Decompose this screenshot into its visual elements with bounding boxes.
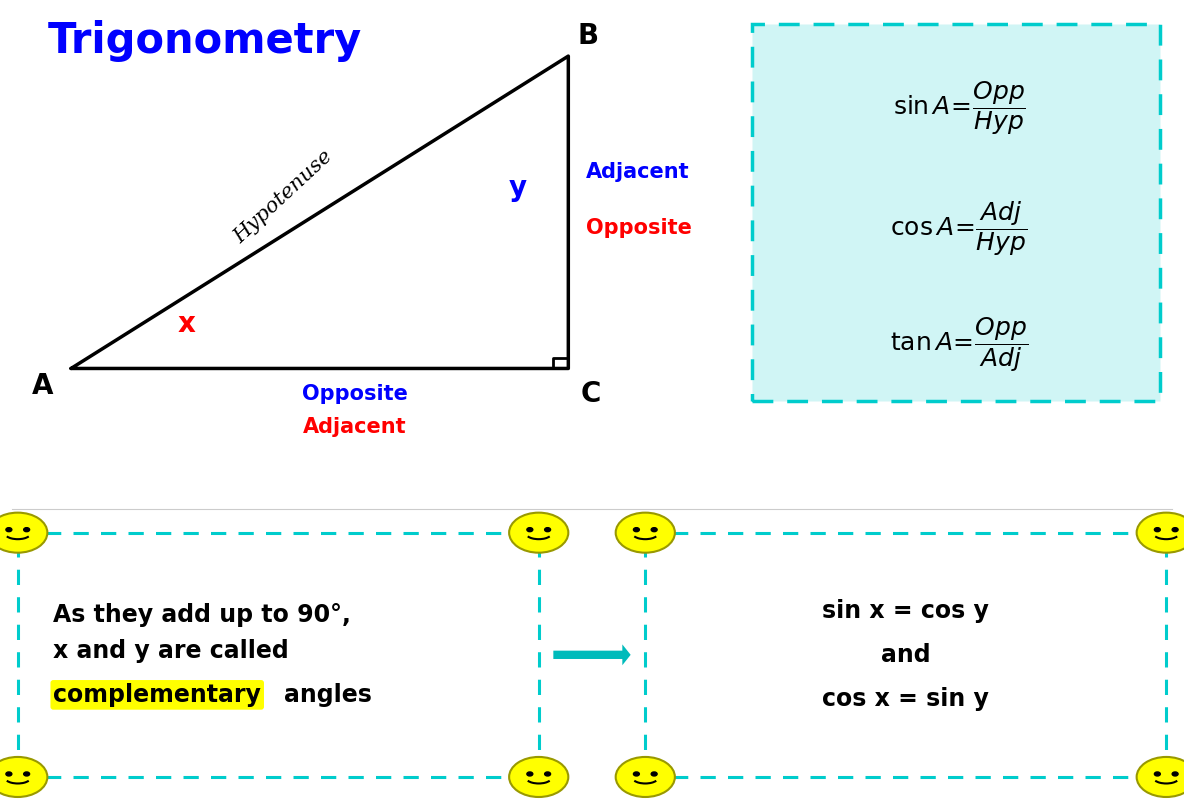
Text: angles: angles bbox=[284, 683, 372, 706]
Circle shape bbox=[24, 528, 30, 532]
Circle shape bbox=[527, 528, 533, 532]
Circle shape bbox=[545, 528, 551, 532]
Circle shape bbox=[1137, 757, 1184, 797]
Circle shape bbox=[0, 513, 47, 553]
Text: Adjacent: Adjacent bbox=[303, 417, 407, 437]
Circle shape bbox=[527, 772, 533, 776]
Circle shape bbox=[1154, 772, 1160, 776]
Circle shape bbox=[0, 757, 47, 797]
Text: C: C bbox=[580, 380, 600, 409]
Circle shape bbox=[1137, 513, 1184, 553]
Text: sin x = cos y: sin x = cos y bbox=[823, 599, 989, 622]
Text: complementary: complementary bbox=[53, 683, 262, 706]
Circle shape bbox=[6, 772, 12, 776]
Text: A: A bbox=[32, 372, 53, 400]
Text: Opposite: Opposite bbox=[302, 384, 408, 405]
Text: y: y bbox=[509, 175, 527, 202]
Text: B: B bbox=[578, 22, 599, 50]
Text: x and y are called: x and y are called bbox=[53, 639, 289, 662]
Text: and: and bbox=[881, 643, 931, 666]
Circle shape bbox=[509, 513, 568, 553]
Circle shape bbox=[1172, 528, 1178, 532]
Circle shape bbox=[633, 528, 639, 532]
Text: $\tan A\!=\!\dfrac{Opp}{Adj}$: $\tan A\!=\!\dfrac{Opp}{Adj}$ bbox=[890, 315, 1028, 374]
Circle shape bbox=[616, 757, 675, 797]
Circle shape bbox=[651, 772, 657, 776]
Text: $\cos A\!=\!\dfrac{Adj}{Hyp}$: $\cos A\!=\!\dfrac{Adj}{Hyp}$ bbox=[890, 199, 1028, 258]
Text: Trigonometry: Trigonometry bbox=[47, 20, 361, 62]
Text: Opposite: Opposite bbox=[586, 219, 691, 238]
Circle shape bbox=[616, 513, 675, 553]
Circle shape bbox=[24, 772, 30, 776]
Circle shape bbox=[1172, 772, 1178, 776]
Circle shape bbox=[545, 772, 551, 776]
Circle shape bbox=[509, 757, 568, 797]
Text: cos x = sin y: cos x = sin y bbox=[823, 687, 989, 710]
Circle shape bbox=[651, 528, 657, 532]
Text: Hypotenuse: Hypotenuse bbox=[231, 147, 336, 248]
Circle shape bbox=[633, 772, 639, 776]
Text: As they add up to 90°,: As they add up to 90°, bbox=[53, 603, 352, 626]
Circle shape bbox=[6, 528, 12, 532]
Text: x: x bbox=[178, 311, 195, 338]
FancyBboxPatch shape bbox=[752, 24, 1160, 400]
Text: Adjacent: Adjacent bbox=[586, 163, 690, 182]
Circle shape bbox=[1154, 528, 1160, 532]
Text: $\sin A\!=\!\dfrac{Opp}{Hyp}$: $\sin A\!=\!\dfrac{Opp}{Hyp}$ bbox=[893, 79, 1025, 137]
